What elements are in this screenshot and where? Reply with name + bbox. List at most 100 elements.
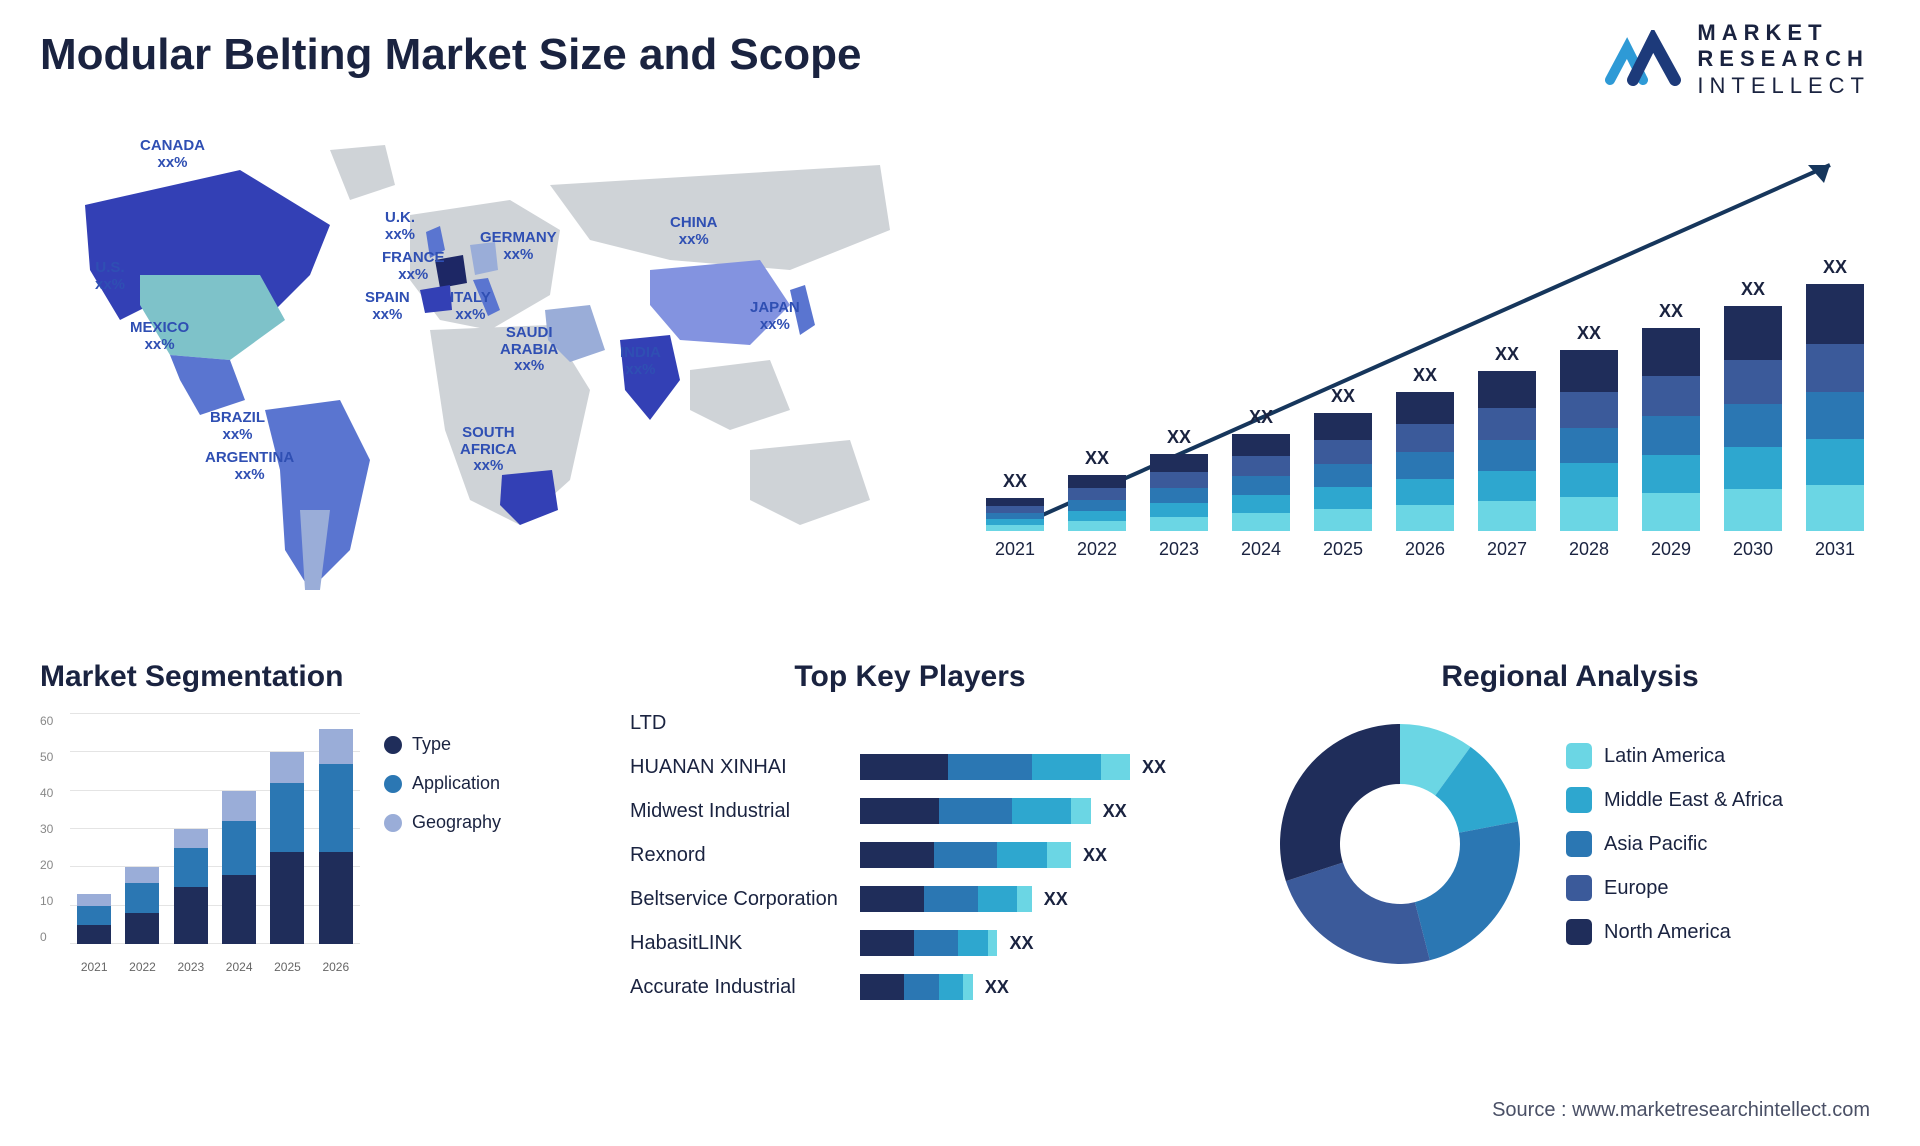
legend-swatch: [1566, 831, 1592, 857]
seg-bar-segment: [270, 852, 304, 944]
player-bar: [860, 798, 1091, 824]
seg-ytick: 0: [40, 930, 64, 944]
seg-bar-segment: [174, 829, 208, 848]
legend-label: Application: [412, 773, 500, 794]
seg-ytick: 20: [40, 858, 64, 872]
legend-label: Asia Pacific: [1604, 833, 1707, 856]
main-bar: XX2022: [1062, 448, 1132, 560]
bar-segment: [1232, 495, 1290, 513]
source-text: Source : www.marketresearchintellect.com: [1492, 1099, 1870, 1122]
bar-year-label: 2025: [1323, 539, 1363, 560]
seg-bar-segment: [222, 821, 256, 875]
bar-value-label: XX: [1003, 471, 1027, 492]
map-label: U.K.xx%: [385, 210, 415, 243]
segmentation-title: Market Segmentation: [40, 660, 600, 694]
world-map: CANADAxx%U.S.xx%MEXICOxx%BRAZILxx%ARGENT…: [30, 130, 890, 630]
map-label: SAUDIARABIAxx%: [500, 325, 558, 375]
map-label: CHINAxx%: [670, 215, 718, 248]
player-value: XX: [1103, 801, 1127, 822]
player-bar-segment: [1032, 754, 1101, 780]
bar-segment: [1724, 489, 1782, 531]
map-label: GERMANYxx%: [480, 230, 557, 263]
seg-ytick: 30: [40, 822, 64, 836]
bar-year-label: 2027: [1487, 539, 1527, 560]
seg-ytick: 50: [40, 750, 64, 764]
main-bar: XX2028: [1554, 323, 1624, 560]
bar-value-label: XX: [1167, 427, 1191, 448]
bar-segment: [1068, 475, 1126, 488]
bar-year-label: 2022: [1077, 539, 1117, 560]
legend-label: Geography: [412, 812, 501, 833]
seg-bar-segment: [270, 783, 304, 852]
bar-segment: [1068, 511, 1126, 521]
player-value: XX: [1083, 845, 1107, 866]
bar-year-label: 2021: [995, 539, 1035, 560]
map-label: SOUTHAFRICAxx%: [460, 425, 517, 475]
bar-segment: [986, 498, 1044, 506]
legend-swatch: [1566, 875, 1592, 901]
map-region-mx: [170, 355, 245, 415]
bar-segment: [1068, 500, 1126, 511]
bar-segment: [1642, 416, 1700, 455]
bar-segment: [1642, 455, 1700, 493]
bar-segment: [1150, 488, 1208, 503]
legend-label: Latin America: [1604, 745, 1725, 768]
bar-year-label: 2024: [1241, 539, 1281, 560]
bar-segment: [1724, 447, 1782, 489]
bar-segment: [1150, 503, 1208, 517]
bar-value-label: XX: [1413, 365, 1437, 386]
bar-segment: [1396, 392, 1454, 424]
bar-segment: [1806, 485, 1864, 531]
player-row: RexnordXX: [630, 838, 1190, 872]
logo-text: MARKET RESEARCH INTELLECT: [1697, 20, 1870, 99]
seg-bar: [125, 867, 159, 944]
regional-legend: Latin America Middle East & Africa Asia Pa…: [1566, 743, 1783, 945]
bar-year-label: 2030: [1733, 539, 1773, 560]
legend-label: North America: [1604, 921, 1731, 944]
seg-xlabel: 2021: [81, 960, 108, 974]
bar-segment: [1150, 472, 1208, 488]
bar-segment: [1478, 408, 1536, 440]
player-bar-segment: [860, 974, 904, 1000]
seg-bar-segment: [174, 887, 208, 945]
segmentation-legend: Type Application Geography: [384, 734, 501, 974]
map-label: ARGENTINAxx%: [205, 450, 294, 483]
legend-swatch: [1566, 787, 1592, 813]
seg-bar: [222, 791, 256, 944]
donut-slice: [1286, 863, 1430, 964]
map-region-sp: [420, 285, 452, 313]
bar-year-label: 2023: [1159, 539, 1199, 560]
seg-xlabel: 2025: [274, 960, 301, 974]
seg-legend-item: Type: [384, 734, 501, 755]
seg-xlabel: 2022: [129, 960, 156, 974]
seg-ytick: 40: [40, 786, 64, 800]
legend-label: Middle East & Africa: [1604, 789, 1783, 812]
bar-segment: [1396, 452, 1454, 479]
legend-swatch: [1566, 743, 1592, 769]
player-name: Beltservice Corporation: [630, 888, 860, 911]
map-region-ru: [550, 165, 890, 270]
main-bar: XX2026: [1390, 365, 1460, 560]
bar-value-label: XX: [1495, 344, 1519, 365]
seg-bar-segment: [125, 867, 159, 882]
bar-segment: [1478, 440, 1536, 471]
seg-bar-segment: [319, 852, 353, 944]
player-value: XX: [1009, 933, 1033, 954]
seg-bar: [77, 894, 111, 944]
bar-year-label: 2031: [1815, 539, 1855, 560]
seg-bar-segment: [125, 913, 159, 944]
seg-xlabel: 2024: [226, 960, 253, 974]
map-label: ITALYxx%: [450, 290, 491, 323]
player-bar-segment: [924, 886, 978, 912]
main-bar: XX2031: [1800, 257, 1870, 560]
player-bar: [860, 974, 973, 1000]
regional-legend-item: Asia Pacific: [1566, 831, 1783, 857]
bar-segment: [1314, 413, 1372, 440]
bar-segment: [1560, 350, 1618, 392]
player-bar-segment: [963, 974, 973, 1000]
main-bar: XX 2027: [1472, 344, 1542, 560]
map-label: MEXICOxx%: [130, 320, 189, 353]
player-bar: [860, 930, 997, 956]
regional-legend-item: Europe: [1566, 875, 1783, 901]
bar-segment: [1560, 463, 1618, 497]
